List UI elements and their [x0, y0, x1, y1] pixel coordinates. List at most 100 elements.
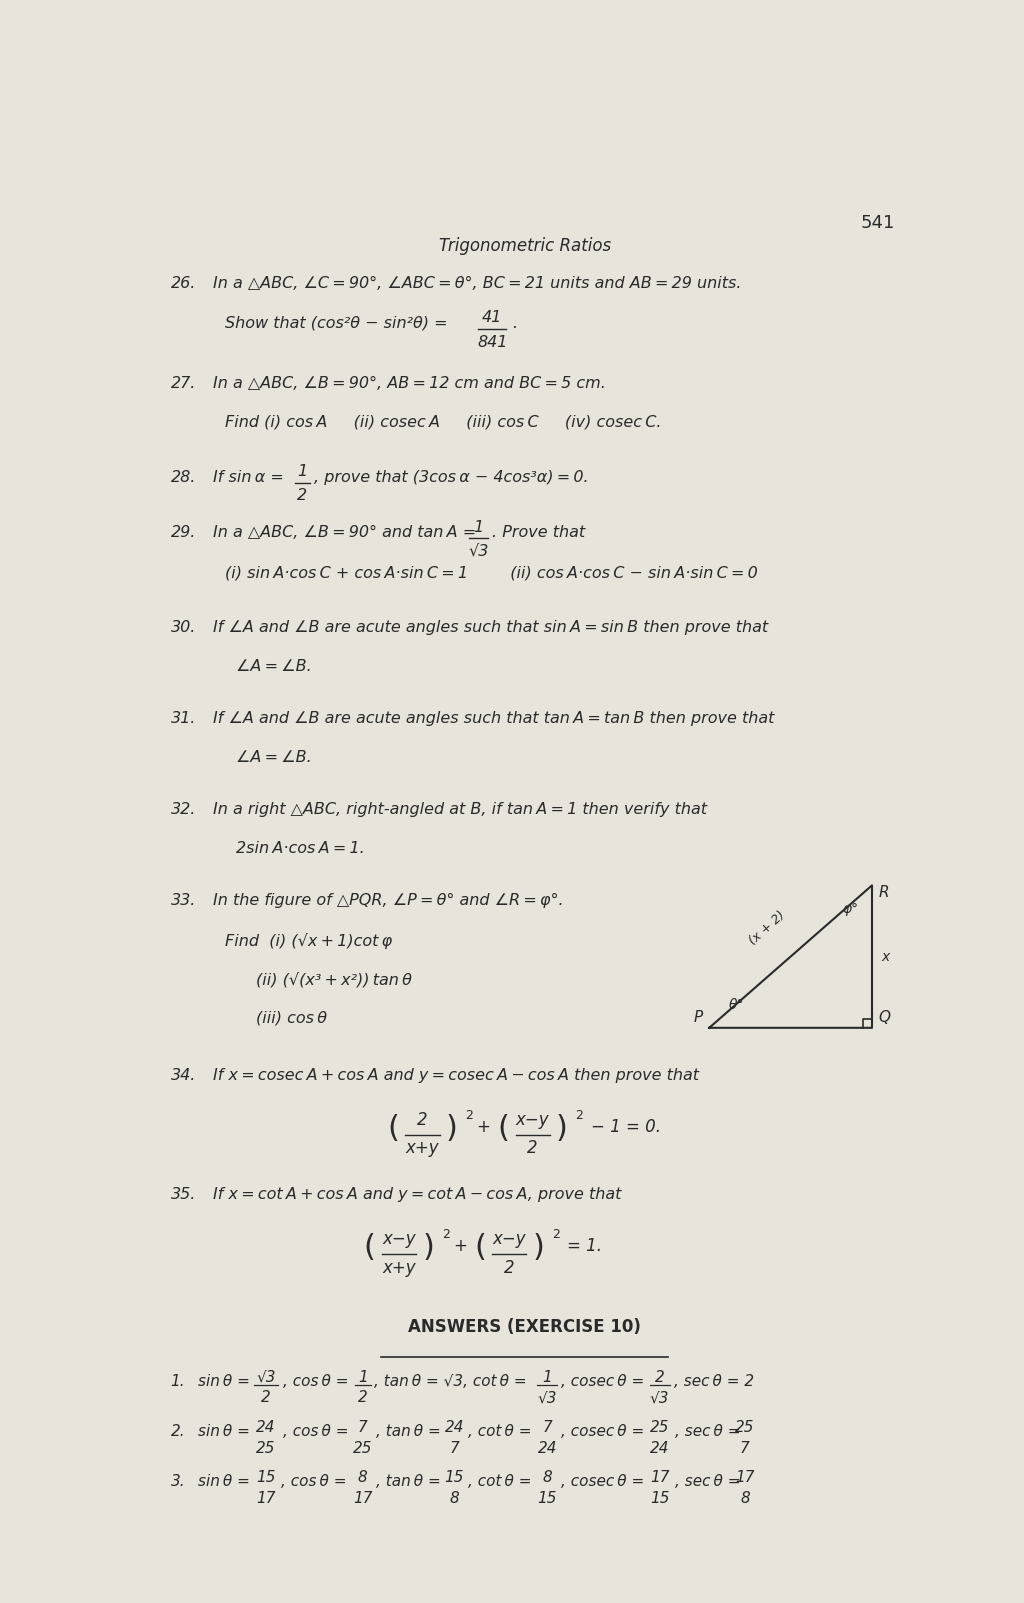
- Text: 25: 25: [735, 1420, 755, 1435]
- Text: 3.: 3.: [171, 1473, 185, 1489]
- Text: , tan θ =: , tan θ =: [376, 1423, 440, 1438]
- Text: θ°: θ°: [729, 999, 744, 1013]
- Text: ∠A = ∠B.: ∠A = ∠B.: [237, 659, 312, 673]
- Text: 1: 1: [358, 1369, 368, 1385]
- Text: 28.: 28.: [171, 470, 196, 484]
- Text: 24: 24: [650, 1441, 670, 1456]
- Text: In the figure of △PQR, ∠P = θ° and ∠R = φ°.: In the figure of △PQR, ∠P = θ° and ∠R = …: [213, 893, 564, 907]
- Text: Find (i) cos A   (ii) cosec A   (iii) cos C   (iv) cosec C.: Find (i) cos A (ii) cosec A (iii) cos C …: [225, 414, 662, 430]
- Text: , sec θ = 2: , sec θ = 2: [674, 1374, 754, 1388]
- Text: Find  (i) (√x + 1)cot φ: Find (i) (√x + 1)cot φ: [225, 933, 392, 949]
- Text: (i) sin A·cos C + cos A·sin C = 1    (ii) cos A·cos C − sin A·sin C = 0: (i) sin A·cos C + cos A·sin C = 1 (ii) c…: [225, 564, 758, 580]
- Text: 841: 841: [477, 335, 508, 349]
- Text: 2: 2: [417, 1111, 428, 1129]
- Text: 7: 7: [358, 1420, 368, 1435]
- Text: 27.: 27.: [171, 375, 196, 391]
- Text: 2: 2: [442, 1228, 450, 1241]
- Text: − 1 = 0.: − 1 = 0.: [591, 1117, 660, 1137]
- Text: 15: 15: [256, 1470, 275, 1484]
- Text: , cosec θ =: , cosec θ =: [561, 1423, 644, 1438]
- Text: , cos θ =: , cos θ =: [283, 1374, 348, 1388]
- Text: 2: 2: [465, 1109, 473, 1122]
- Text: 2: 2: [654, 1369, 665, 1385]
- Text: 35.: 35.: [171, 1188, 196, 1202]
- Text: sin θ =: sin θ =: [198, 1423, 250, 1438]
- Text: 29.: 29.: [171, 526, 196, 540]
- Text: 8: 8: [358, 1470, 368, 1484]
- Text: 2: 2: [575, 1109, 583, 1122]
- Text: +: +: [476, 1117, 489, 1137]
- Text: , cos θ =: , cos θ =: [282, 1473, 347, 1489]
- Text: , cot θ =: , cot θ =: [468, 1473, 531, 1489]
- Text: 1: 1: [297, 465, 307, 479]
- Text: 15: 15: [444, 1470, 464, 1484]
- Text: 2: 2: [527, 1140, 538, 1157]
- Text: 541: 541: [861, 213, 895, 232]
- Text: x−y: x−y: [516, 1111, 549, 1129]
- Text: (: (: [387, 1114, 399, 1143]
- Text: If ∠A and ∠B are acute angles such that tan A = tan B then prove that: If ∠A and ∠B are acute angles such that …: [213, 712, 774, 726]
- Text: , sec θ =: , sec θ =: [675, 1473, 740, 1489]
- Text: 30.: 30.: [171, 620, 196, 635]
- Text: 2: 2: [297, 487, 307, 503]
- Text: sin θ =: sin θ =: [198, 1374, 250, 1388]
- Text: In a △ABC, ∠B = 90° and tan A =: In a △ABC, ∠B = 90° and tan A =: [213, 526, 476, 540]
- Text: , cosec θ =: , cosec θ =: [561, 1374, 644, 1388]
- Text: 8: 8: [543, 1470, 552, 1484]
- Text: 32.: 32.: [171, 802, 196, 818]
- Text: 2sin A·cos A = 1.: 2sin A·cos A = 1.: [237, 840, 366, 856]
- Text: 1: 1: [543, 1369, 552, 1385]
- Text: 2: 2: [358, 1390, 368, 1406]
- Text: 15: 15: [650, 1491, 670, 1505]
- Text: 26.: 26.: [171, 276, 196, 290]
- Text: x−y: x−y: [493, 1231, 526, 1249]
- Text: (: (: [474, 1233, 485, 1263]
- Text: 25: 25: [256, 1441, 275, 1456]
- Text: ANSWERS (EXERCISE 10): ANSWERS (EXERCISE 10): [409, 1318, 641, 1335]
- Text: In a △ABC, ∠B = 90°, AB = 12 cm and BC = 5 cm.: In a △ABC, ∠B = 90°, AB = 12 cm and BC =…: [213, 375, 606, 391]
- Text: 15: 15: [538, 1491, 557, 1505]
- Text: 17: 17: [650, 1470, 670, 1484]
- Text: ∠A = ∠B.: ∠A = ∠B.: [237, 750, 312, 765]
- Text: Trigonometric Ratios: Trigonometric Ratios: [438, 237, 611, 255]
- Text: , sec θ =: , sec θ =: [675, 1423, 740, 1438]
- Text: If x = cot A + cos A and y = cot A − cos A, prove that: If x = cot A + cos A and y = cot A − cos…: [213, 1188, 622, 1202]
- Text: √3: √3: [650, 1390, 670, 1406]
- Text: 7: 7: [543, 1420, 552, 1435]
- Text: If x = cosec A + cos A and y = cosec A − cos A then prove that: If x = cosec A + cos A and y = cosec A −…: [213, 1068, 699, 1084]
- Text: 41: 41: [482, 309, 503, 325]
- Text: , prove that (3cos α − 4cos³α) = 0.: , prove that (3cos α − 4cos³α) = 0.: [314, 470, 589, 484]
- Text: x+y: x+y: [382, 1258, 416, 1278]
- Text: 7: 7: [450, 1441, 459, 1456]
- Text: √3: √3: [256, 1369, 275, 1385]
- Text: . Prove that: . Prove that: [493, 526, 586, 540]
- Text: ): ): [532, 1233, 545, 1263]
- Text: 17: 17: [353, 1491, 373, 1505]
- Text: x−y: x−y: [382, 1231, 416, 1249]
- Text: ): ): [446, 1114, 458, 1143]
- Text: 1: 1: [473, 519, 483, 535]
- Text: 8: 8: [740, 1491, 750, 1505]
- Text: (x + 2): (x + 2): [746, 909, 787, 947]
- Text: 31.: 31.: [171, 712, 196, 726]
- Text: 8: 8: [450, 1491, 459, 1505]
- Text: In a right △ABC, right-angled at B, if tan A = 1 then verify that: In a right △ABC, right-angled at B, if t…: [213, 802, 708, 818]
- Text: ): ): [556, 1114, 568, 1143]
- Text: 1.: 1.: [171, 1374, 185, 1388]
- Text: φ°: φ°: [842, 902, 858, 917]
- Text: 24: 24: [538, 1441, 557, 1456]
- Text: 33.: 33.: [171, 893, 196, 907]
- Text: 17: 17: [256, 1491, 275, 1505]
- Text: 2: 2: [261, 1390, 270, 1406]
- Text: , cosec θ =: , cosec θ =: [561, 1473, 644, 1489]
- Text: If ∠A and ∠B are acute angles such that sin A = sin B then prove that: If ∠A and ∠B are acute angles such that …: [213, 620, 768, 635]
- Text: 24: 24: [256, 1420, 275, 1435]
- Text: , cot θ =: , cot θ =: [468, 1423, 531, 1438]
- Text: 2: 2: [504, 1258, 515, 1278]
- Text: 25: 25: [353, 1441, 373, 1456]
- Text: x: x: [882, 949, 890, 963]
- Text: .: .: [512, 316, 517, 330]
- Text: , cos θ =: , cos θ =: [283, 1423, 348, 1438]
- Text: R: R: [879, 885, 889, 901]
- Text: (: (: [498, 1114, 509, 1143]
